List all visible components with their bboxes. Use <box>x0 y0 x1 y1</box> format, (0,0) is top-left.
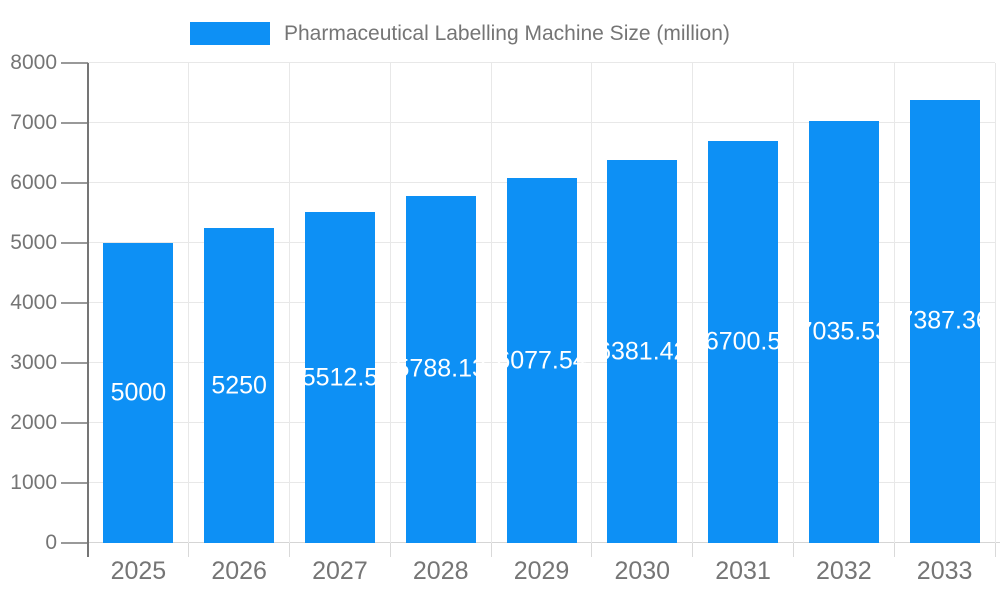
bar-2031[interactable] <box>708 140 779 543</box>
x-tick <box>188 543 190 557</box>
x-axis-label: 2025 <box>110 557 167 585</box>
x-axis-label: 2026 <box>211 557 267 585</box>
x-tick <box>792 543 794 557</box>
x-axis-label: 2028 <box>412 557 469 585</box>
bar-value-label: 5512.5 <box>301 363 379 392</box>
bar-value-label: 7387.36 <box>899 306 990 335</box>
bar-2026[interactable] <box>204 228 275 543</box>
bar-value-label: 5788.13 <box>395 354 486 383</box>
bar-value-label: 6077.54 <box>496 346 587 375</box>
y-axis-label: 8000 <box>10 51 57 74</box>
x-axis-label: 2027 <box>312 557 368 585</box>
x-tick <box>591 543 593 557</box>
y-tick <box>61 302 88 304</box>
x-gridline <box>490 63 492 543</box>
x-tick <box>692 543 694 557</box>
x-axis-label: 2029 <box>513 557 570 585</box>
bar-2025[interactable] <box>103 243 174 543</box>
x-gridline <box>591 63 593 543</box>
x-axis-label: 2033 <box>916 557 973 585</box>
bar-2030[interactable] <box>607 160 678 543</box>
x-gridline <box>188 63 190 543</box>
bar-2032[interactable] <box>808 120 879 543</box>
y-axis-label: 4000 <box>10 291 57 314</box>
x-gridline <box>389 63 391 543</box>
x-tick <box>289 543 291 557</box>
legend-swatch <box>190 22 270 45</box>
x-axis-label: 2032 <box>816 557 872 585</box>
y-axis-label: 0 <box>45 531 57 554</box>
bar-value-label: 6700.5 <box>704 327 782 356</box>
y-tick <box>61 122 88 124</box>
y-tick <box>61 542 88 544</box>
legend-label: Pharmaceutical Labelling Machine Size (m… <box>284 22 730 45</box>
y-tick <box>61 182 88 184</box>
x-gridline <box>792 63 794 543</box>
y-axis-label: 1000 <box>10 471 57 494</box>
bar-2029[interactable] <box>506 178 577 543</box>
x-axis-label: 2030 <box>614 557 671 585</box>
x-gridline <box>289 63 291 543</box>
bar-2033[interactable] <box>909 99 980 543</box>
y-axis-label: 5000 <box>10 231 57 254</box>
y-axis-label: 2000 <box>10 411 57 434</box>
bar-2027[interactable] <box>304 212 375 543</box>
y-tick <box>61 62 88 64</box>
x-axis-label: 2031 <box>715 557 771 585</box>
y-gridline <box>88 122 995 123</box>
x-gridline <box>994 63 996 543</box>
y-tick <box>61 422 88 424</box>
x-tick <box>994 543 996 557</box>
bar-value-label: 5250 <box>211 371 267 399</box>
x-tick <box>389 543 391 557</box>
y-axis-label: 7000 <box>10 111 57 134</box>
bar-value-label: 7035.53 <box>798 317 890 346</box>
y-axis-label: 3000 <box>10 351 57 374</box>
y-axis-line <box>87 63 89 557</box>
x-tick <box>893 543 895 557</box>
x-gridline <box>893 63 895 543</box>
y-axis-label: 6000 <box>10 171 57 194</box>
x-tick <box>490 543 492 557</box>
x-gridline <box>692 63 694 543</box>
y-gridline <box>88 62 995 63</box>
y-tick <box>61 482 88 484</box>
bar-value-label: 5000 <box>110 378 167 407</box>
bar-2028[interactable] <box>405 195 476 543</box>
y-tick <box>61 242 88 244</box>
bar-value-label: 6381.42 <box>597 337 688 366</box>
y-tick <box>61 362 88 364</box>
